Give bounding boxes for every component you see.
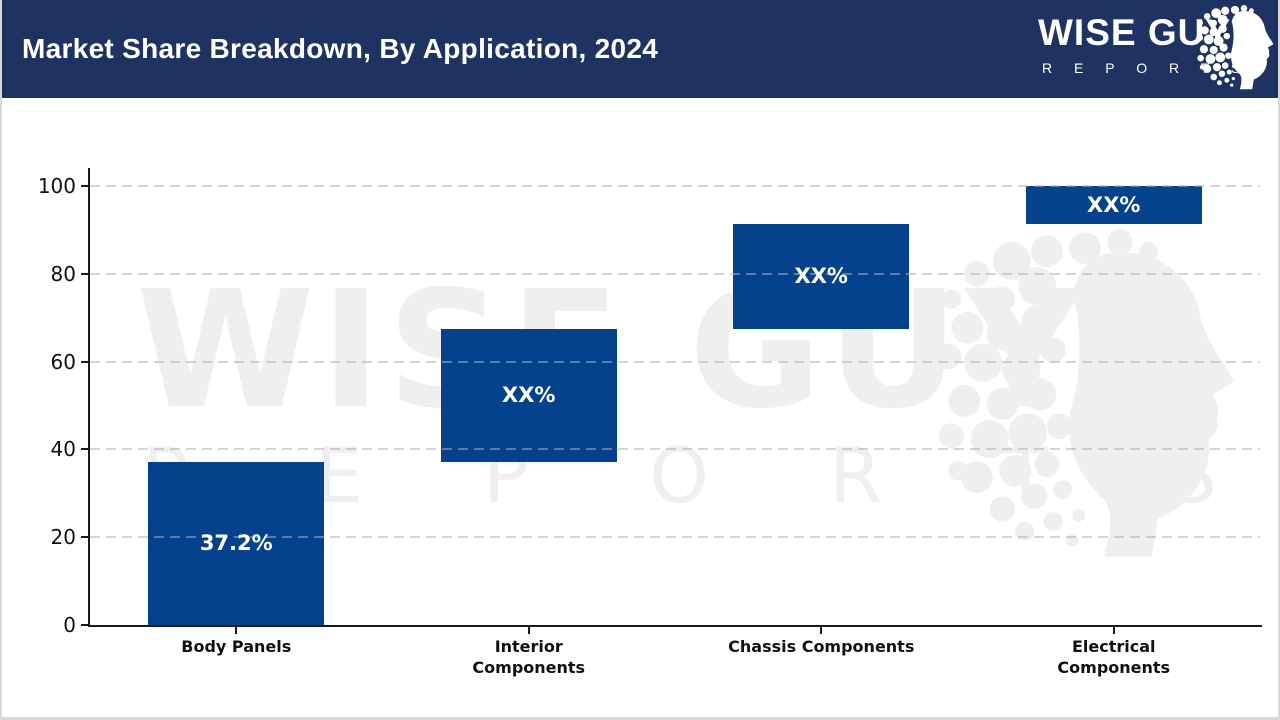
x-tick-mark [235, 627, 238, 634]
waterfall-chart: WISE GUY R E P O R T S 37.2% XX% XX% XX% 0 20… [2, 98, 1278, 717]
bar-segment [733, 223, 910, 330]
category-label: Electrical Components [1057, 637, 1171, 677]
category-label: Chassis Components [728, 637, 915, 656]
gridline [90, 448, 1260, 451]
page-title: Market Share Breakdown, By Application, … [22, 33, 659, 64]
y-tick-label: 0 [63, 613, 76, 637]
gridline [90, 536, 1260, 539]
x-tick-mark [527, 627, 530, 634]
bar-value-label: XX% [502, 383, 556, 408]
bar-value-label: XX% [1087, 192, 1141, 217]
gridline [90, 185, 1260, 187]
bar-value-label: XX% [794, 264, 848, 289]
watermark-dotted-head-icon [935, 229, 1235, 557]
y-tick-mark [81, 360, 89, 363]
y-tick-mark [81, 536, 89, 539]
wise-guy-logo: WISE GUY R E P O R T S [1038, 0, 1278, 98]
bar-value-label: 37.2% [199, 531, 273, 556]
bar-segment [1025, 186, 1202, 224]
y-tick-label: 60 [50, 349, 76, 374]
y-tick-label: 80 [50, 261, 76, 286]
y-tick-mark [81, 624, 89, 626]
category-label: Interior Components [472, 637, 586, 677]
dotted-head-icon [1196, 5, 1274, 90]
x-tick-mark [1112, 627, 1115, 634]
x-tick-mark [820, 627, 823, 634]
logo-wordmark: WISE GUY [1038, 12, 1232, 53]
bar-segment [148, 461, 325, 625]
header: Market Share Breakdown, By Application, … [2, 0, 1278, 98]
y-tick-label: 100 [37, 174, 76, 198]
y-axis-line [88, 168, 90, 627]
y-tick-mark [81, 185, 89, 187]
logo-reports-label: R E P O R T S [1042, 60, 1250, 76]
bar-segment [440, 329, 617, 462]
y-tick-mark [81, 448, 89, 451]
y-tick-mark [81, 272, 89, 275]
y-tick-label: 20 [50, 525, 76, 550]
y-tick-label: 40 [50, 437, 76, 462]
x-axis-line [88, 625, 1262, 627]
gridline [90, 272, 1260, 275]
category-label: Body Panels [181, 637, 292, 656]
gridline [90, 360, 1260, 363]
